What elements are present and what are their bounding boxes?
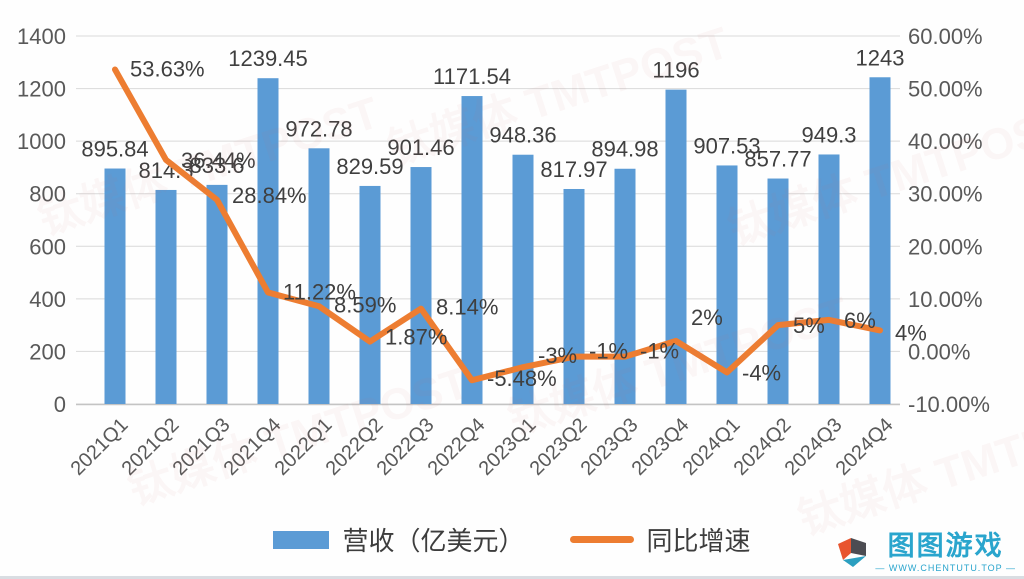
revenue-bar-2021Q1: [104, 168, 126, 404]
left-axis-tick-label: 0: [54, 392, 66, 417]
growth-value-label: -1%: [589, 339, 628, 364]
logo-cube-icon: [838, 538, 867, 567]
revenue-bar-2023Q4: [665, 89, 687, 404]
revenue-value-label: 1171.54: [433, 64, 511, 89]
left-axis-tick-label: 1400: [17, 24, 66, 49]
revenue-bar-2024Q4: [869, 77, 891, 405]
right-axis-tick-label: 50.00%: [908, 77, 983, 102]
growth-value-label: 1.87%: [385, 325, 447, 350]
revenue-value-label: 857.77: [744, 147, 811, 172]
left-axis-tick-label: 600: [29, 234, 66, 259]
revenue-value-label: 894.98: [591, 137, 658, 162]
site-logo: 图图游戏 — WWW.CHENTUTU.TOP —: [835, 533, 1016, 573]
growth-value-label: 8.59%: [334, 292, 396, 317]
growth-value-label: 6%: [844, 308, 876, 333]
growth-line: [112, 66, 883, 384]
logo-url: — WWW.CHENTUTU.TOP —: [875, 563, 1016, 573]
growth-value-label: 36.44%: [181, 148, 256, 173]
revenue-bar-2021Q4: [257, 78, 279, 404]
growth-value-label: -1%: [640, 339, 679, 364]
revenue-value-label: 949.3: [801, 122, 856, 147]
right-axis-tick-label: 30.00%: [908, 182, 983, 207]
growth-value-label: 11.22%: [283, 279, 356, 304]
growth-value-label: 5%: [793, 313, 825, 338]
revenue-bar-2024Q2: [767, 178, 789, 404]
revenue-bar-2022Q4: [461, 96, 483, 405]
growth-value-label: 8.14%: [436, 295, 498, 320]
growth-value-label: -4%: [742, 360, 781, 385]
revenue-value-label: 833.6: [189, 153, 244, 178]
chart-legend: 营收（亿美元） 同比增速: [0, 521, 1024, 558]
right-axis-tick-label: 40.00%: [908, 129, 983, 154]
legend-growth-label: 同比增速: [646, 526, 751, 556]
revenue-bar-2024Q3: [818, 154, 840, 404]
revenue-value-label: 901.46: [387, 135, 454, 160]
revenue-value-label: 1239.45: [228, 46, 308, 71]
right-axis-tick-label: -10.00%: [908, 392, 990, 417]
revenue-bar-2024Q1: [716, 165, 738, 404]
revenue-bar-2023Q2: [563, 188, 585, 404]
revenue-value-label: 829.59: [336, 154, 403, 179]
left-axis-tick-label: 400: [29, 287, 66, 312]
revenue-bar-2022Q2: [359, 185, 381, 404]
revenue-bar-2022Q3: [410, 167, 432, 404]
logo-title: 图图游戏: [887, 531, 1004, 561]
revenue-bar-2023Q1: [512, 154, 534, 404]
revenue-value-label: 948.36: [489, 123, 556, 148]
revenue-bar-2021Q3: [206, 184, 228, 404]
growth-value-label: 4%: [895, 320, 927, 345]
revenue-value-label: 817.97: [540, 157, 607, 182]
right-axis-tick-label: 60.00%: [908, 24, 983, 49]
growth-value-label: 2%: [691, 305, 723, 330]
revenue-bar-2022Q1: [308, 148, 330, 404]
legend-revenue-label: 营收（亿美元）: [342, 526, 525, 556]
revenue-bar-2023Q3: [614, 168, 636, 404]
x-axis-category-label: 2024Q4: [832, 414, 898, 480]
right-axis-tick-label: 0.00%: [908, 339, 970, 364]
revenue-bar-2021Q2: [155, 189, 177, 404]
left-axis-tick-label: 1000: [17, 129, 66, 154]
growth-value-label: 28.84%: [232, 183, 307, 208]
left-axis-tick-label: 200: [29, 339, 66, 364]
legend-revenue-swatch-icon: [273, 530, 330, 549]
growth-value-label: -3%: [538, 343, 577, 368]
left-axis-tick-label: 800: [29, 182, 66, 207]
revenue-value-label: 972.78: [285, 116, 352, 141]
legend-growth-swatch-icon: [569, 536, 634, 543]
revenue-value-label: 1243: [856, 45, 905, 70]
revenue-value-label: 895.84: [81, 137, 148, 162]
left-axis-tick-label: 1200: [17, 77, 66, 102]
right-axis-tick-label: 20.00%: [908, 234, 983, 259]
growth-value-label: 53.63%: [130, 56, 205, 81]
revenue-value-label: 907.53: [693, 133, 760, 158]
right-axis-tick-label: 10.00%: [908, 287, 983, 312]
revenue-value-label: 1196: [652, 58, 699, 83]
growth-value-label: -5.48%: [487, 366, 557, 391]
